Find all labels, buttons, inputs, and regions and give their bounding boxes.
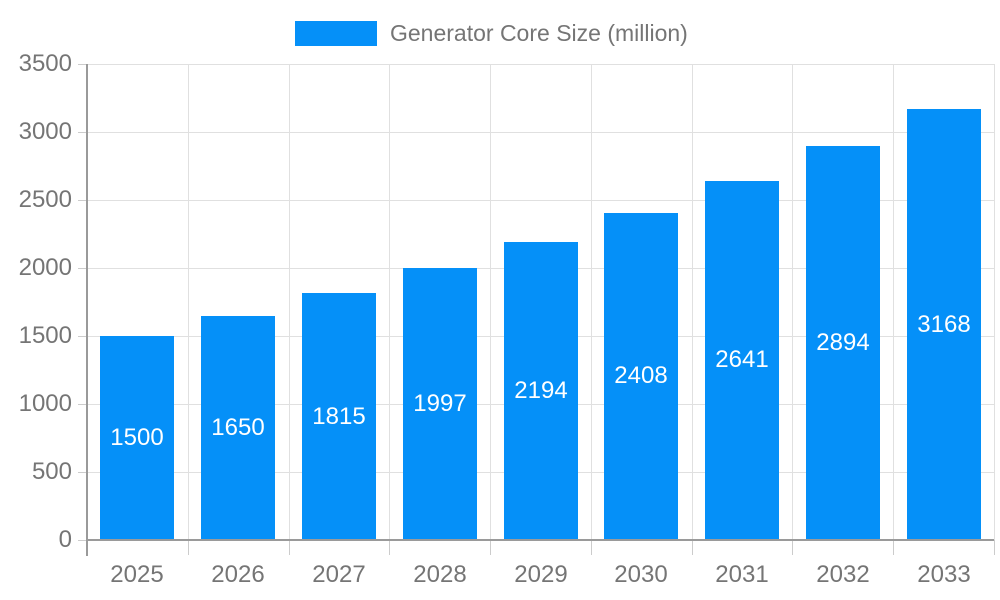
x-axis-label: 2025 xyxy=(110,561,164,588)
x-axis-tick xyxy=(188,540,189,555)
x-axis-tick xyxy=(289,540,290,555)
x-axis-tick xyxy=(591,540,592,555)
bar-value-label: 3168 xyxy=(917,311,971,338)
y-axis-tick xyxy=(78,472,87,473)
gridline-vertical xyxy=(692,64,693,540)
bar-2033 xyxy=(907,109,981,540)
x-axis-label: 2029 xyxy=(514,561,568,588)
bar-value-label: 2894 xyxy=(816,329,870,356)
x-axis-label: 2026 xyxy=(211,561,265,588)
gridline-vertical xyxy=(289,64,290,540)
y-axis-label: 500 xyxy=(31,458,72,485)
bar-2028 xyxy=(403,268,477,540)
bar-2030 xyxy=(604,213,678,540)
x-axis-label: 2028 xyxy=(413,561,467,588)
gridline-vertical xyxy=(389,64,390,540)
x-axis-tick xyxy=(994,540,995,555)
bar-2029 xyxy=(504,242,578,540)
y-axis-tick xyxy=(78,200,87,201)
legend-label: Generator Core Size (million) xyxy=(390,19,688,46)
bar-value-label: 1650 xyxy=(211,414,265,441)
gridline-vertical xyxy=(994,64,995,540)
bar-value-label: 1815 xyxy=(312,403,366,430)
x-axis-label: 2031 xyxy=(715,561,769,588)
legend[interactable]: Generator Core Size (million) xyxy=(295,20,688,46)
y-axis-label: 2000 xyxy=(18,254,72,281)
gridline-vertical xyxy=(792,64,793,540)
gridline-horizontal xyxy=(87,64,994,65)
y-axis-label: 2500 xyxy=(18,186,72,213)
x-axis-line xyxy=(86,539,994,541)
y-axis-line xyxy=(86,64,88,556)
x-axis-label: 2030 xyxy=(614,561,668,588)
x-axis-tick xyxy=(792,540,793,555)
bar-value-label: 1997 xyxy=(413,390,467,417)
y-axis-tick xyxy=(78,404,87,405)
gridline-vertical xyxy=(490,64,491,540)
x-axis-tick xyxy=(893,540,894,555)
bar-2027 xyxy=(302,293,376,540)
gridline-vertical xyxy=(591,64,592,540)
gridline-horizontal xyxy=(87,132,994,133)
gridline-vertical xyxy=(188,64,189,540)
y-axis-label: 3000 xyxy=(18,118,72,145)
bar-value-label: 1500 xyxy=(110,424,164,451)
bar-2032 xyxy=(806,146,880,540)
gridline-horizontal xyxy=(87,200,994,201)
y-axis-label: 1500 xyxy=(18,322,72,349)
x-axis-tick xyxy=(490,540,491,555)
gridline-vertical xyxy=(893,64,894,540)
y-axis-tick xyxy=(78,268,87,269)
bar-value-label: 2408 xyxy=(614,362,668,389)
x-axis-label: 2033 xyxy=(917,561,971,588)
bar-value-label: 2194 xyxy=(514,377,568,404)
y-axis-tick xyxy=(78,540,87,541)
y-axis-label: 3500 xyxy=(18,50,72,77)
x-axis-tick xyxy=(692,540,693,555)
x-axis-label: 2032 xyxy=(816,561,870,588)
bar-2025 xyxy=(100,336,174,540)
bar-2031 xyxy=(705,181,779,540)
bar-value-label: 2641 xyxy=(715,346,769,373)
x-axis-label: 2027 xyxy=(312,561,366,588)
y-axis-label: 0 xyxy=(58,526,72,553)
y-axis-tick xyxy=(78,64,87,65)
y-axis-tick xyxy=(78,132,87,133)
legend-swatch xyxy=(295,20,377,46)
y-axis-label: 1000 xyxy=(18,390,72,417)
bar-2026 xyxy=(201,316,275,540)
y-axis-tick xyxy=(78,336,87,337)
x-axis-tick xyxy=(389,540,390,555)
